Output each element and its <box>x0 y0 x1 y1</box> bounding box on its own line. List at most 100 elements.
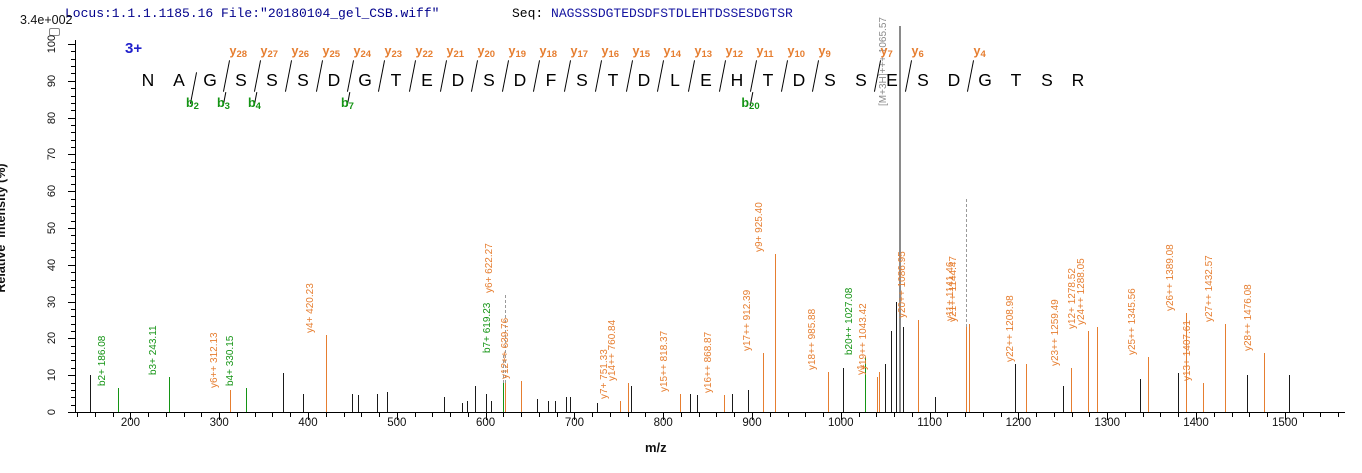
x-tick-label: 1200 <box>1005 417 1032 429</box>
x-tick-label: 800 <box>653 417 673 429</box>
y-tick <box>71 161 75 163</box>
peak-label: y15++ 818.37 <box>658 330 670 392</box>
sequence-residue: T <box>607 70 619 90</box>
x-tick <box>112 413 114 417</box>
y-tick <box>71 257 75 259</box>
peak <box>1014 364 1016 412</box>
sequence-label: Seq: <box>512 6 552 21</box>
x-tick <box>556 413 558 417</box>
sequence-residue: N <box>141 70 155 90</box>
peak-label: y17++ 912.39 <box>742 289 753 352</box>
x-axis-title: m/z <box>645 440 667 455</box>
y-axis-line <box>75 40 76 413</box>
peak <box>596 402 598 412</box>
y-tick <box>71 272 75 274</box>
b-ion-label: b7 <box>341 96 354 112</box>
peak <box>377 393 379 412</box>
y-ion-divider <box>408 60 416 92</box>
y-tick <box>68 191 75 193</box>
y-ion-divider <box>470 60 478 92</box>
x-axis-line <box>75 412 1345 413</box>
peak <box>1140 378 1142 412</box>
y-tick-label: 20 <box>46 332 58 345</box>
peak-label: y22++ 1208.98 <box>1005 295 1017 363</box>
sequence-residue: E <box>421 70 433 90</box>
x-tick <box>183 413 185 417</box>
y-ion-label: y27 <box>260 44 279 60</box>
b-ion-label: b4 <box>248 96 261 112</box>
annotated-peak <box>879 371 881 412</box>
x-tick-label: 1500 <box>1272 417 1298 429</box>
peak <box>357 395 359 412</box>
x-tick <box>840 413 842 420</box>
sequence-residue: T <box>390 70 402 90</box>
y-tick <box>71 353 75 355</box>
sequence-residue: T <box>762 70 774 90</box>
x-tick <box>698 413 700 417</box>
annotated-peak <box>325 334 327 412</box>
annotated-peak <box>628 382 630 412</box>
x-tick <box>752 413 753 420</box>
y-tick <box>71 51 75 53</box>
peak <box>689 393 691 412</box>
x-tick <box>254 413 256 417</box>
y-ion-divider <box>501 60 509 92</box>
x-tick <box>1000 413 1002 417</box>
y-tick <box>71 308 75 310</box>
annotated-peak <box>969 323 971 412</box>
y-ion-label: y13 <box>694 44 713 60</box>
peak-label: y21++ 1144.47 <box>948 255 960 322</box>
sequence-residue: S <box>855 70 867 90</box>
y-tick <box>71 279 75 281</box>
sequence-residue: G <box>358 70 372 90</box>
y-ion-divider <box>811 60 819 92</box>
y-tick <box>71 198 75 200</box>
y-ion-label: y26 <box>291 44 310 60</box>
y-tick-label: 60 <box>46 185 58 198</box>
x-tick <box>450 413 452 417</box>
y-ion-label: y28 <box>229 44 248 60</box>
y-tick <box>71 169 75 171</box>
sequence-residue: S <box>297 70 309 90</box>
peak <box>885 364 887 412</box>
x-tick <box>609 413 611 417</box>
y-ion-label: y21 <box>446 44 465 60</box>
peak-label: b7+ 619.23 <box>481 302 493 353</box>
peak <box>934 397 936 412</box>
annotated-peak <box>1026 364 1028 412</box>
sequence-residue: D <box>451 70 465 90</box>
b-ion-label: b2 <box>186 96 199 112</box>
peak-label: y9+ 925.40 <box>753 201 765 252</box>
y-tick <box>71 88 75 90</box>
sequence-residue: S <box>266 70 278 90</box>
peak <box>90 375 92 412</box>
annotated-peak <box>1071 367 1073 412</box>
x-tick <box>521 413 523 417</box>
y-ion-divider <box>315 60 323 92</box>
x-tick <box>894 413 896 417</box>
x-tick <box>290 413 292 417</box>
y-tick <box>71 205 75 207</box>
y-tick <box>71 250 75 252</box>
sequence-residue: L <box>670 70 680 90</box>
x-tick <box>982 413 984 417</box>
peak <box>569 397 571 412</box>
peak <box>466 400 468 412</box>
x-tick <box>911 413 913 417</box>
y-tick <box>68 117 75 119</box>
y-tick <box>71 58 75 60</box>
x-tick-label: 200 <box>120 417 140 429</box>
peak <box>1289 375 1291 412</box>
y-tick <box>71 124 75 126</box>
peak <box>902 327 904 412</box>
y-ion-divider <box>966 60 974 92</box>
x-tick <box>716 413 718 417</box>
y-ion-label: y17 <box>570 44 589 60</box>
annotated-peak <box>828 371 830 412</box>
annotated-peak <box>229 389 231 412</box>
annotated-peak <box>619 400 621 412</box>
y-ion-label: y23 <box>384 44 403 60</box>
peak-label: y20++ 1086.95 <box>897 251 909 318</box>
y-tick <box>71 316 75 318</box>
